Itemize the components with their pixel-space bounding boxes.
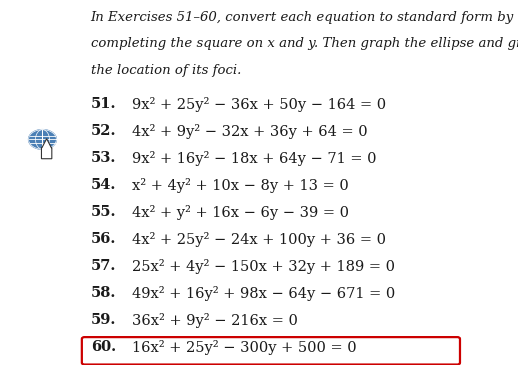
Text: 54.: 54.: [91, 178, 116, 192]
Text: 53.: 53.: [91, 151, 116, 165]
Text: 58.: 58.: [91, 286, 116, 300]
Text: 9x² + 25y² − 36x + 50y − 164 = 0: 9x² + 25y² − 36x + 50y − 164 = 0: [132, 97, 386, 112]
Polygon shape: [41, 139, 52, 159]
Text: 55.: 55.: [91, 205, 116, 219]
Text: 4x² + y² + 16x − 6y − 39 = 0: 4x² + y² + 16x − 6y − 39 = 0: [132, 205, 349, 220]
Text: 59.: 59.: [91, 313, 116, 327]
Text: 49x² + 16y² + 98x − 64y − 671 = 0: 49x² + 16y² + 98x − 64y − 671 = 0: [132, 286, 395, 301]
Text: 52.: 52.: [91, 124, 116, 138]
Text: 9x² + 16y² − 18x + 64y − 71 = 0: 9x² + 16y² − 18x + 64y − 71 = 0: [132, 151, 377, 166]
Text: 4x² + 9y² − 32x + 36y + 64 = 0: 4x² + 9y² − 32x + 36y + 64 = 0: [132, 124, 368, 139]
Text: 25x² + 4y² − 150x + 32y + 189 = 0: 25x² + 4y² − 150x + 32y + 189 = 0: [132, 259, 395, 274]
Text: completing the square on x and y. Then graph the ellipse and give: completing the square on x and y. Then g…: [91, 37, 518, 50]
Text: 4x² + 25y² − 24x + 100y + 36 = 0: 4x² + 25y² − 24x + 100y + 36 = 0: [132, 232, 386, 247]
Text: 36x² + 9y² − 216x = 0: 36x² + 9y² − 216x = 0: [132, 313, 298, 328]
Text: the location of its foci.: the location of its foci.: [91, 64, 241, 77]
Text: 51.: 51.: [91, 97, 116, 111]
Text: 16x² + 25y² − 300y + 500 = 0: 16x² + 25y² − 300y + 500 = 0: [132, 340, 357, 355]
Circle shape: [28, 130, 56, 149]
Text: In Exercises 51–60, convert each equation to standard form by: In Exercises 51–60, convert each equatio…: [91, 11, 514, 24]
Text: 57.: 57.: [91, 259, 116, 273]
Text: 56.: 56.: [91, 232, 116, 246]
Text: x² + 4y² + 10x − 8y + 13 = 0: x² + 4y² + 10x − 8y + 13 = 0: [132, 178, 349, 193]
Text: 60.: 60.: [91, 340, 116, 354]
